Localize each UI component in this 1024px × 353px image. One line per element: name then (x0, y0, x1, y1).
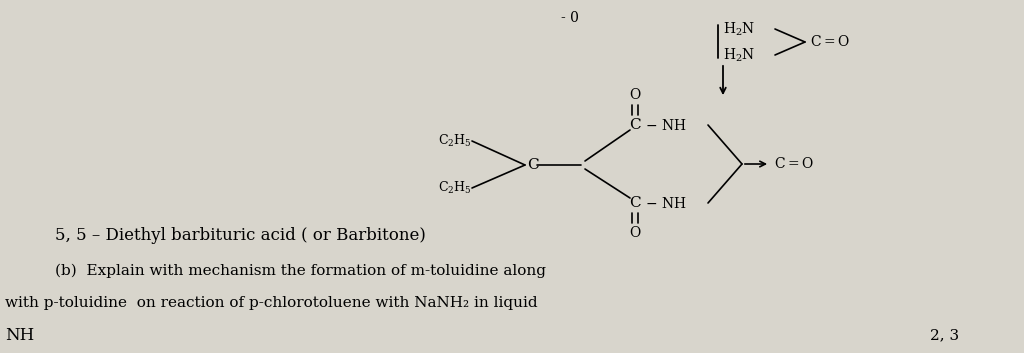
Text: - 0: - 0 (561, 11, 579, 25)
Text: $\mathregular{H_2N}$: $\mathregular{H_2N}$ (723, 20, 756, 38)
Text: O: O (630, 88, 641, 102)
Text: with p-toluidine  on reaction of p-chlorotoluene with NaNH₂ in liquid: with p-toluidine on reaction of p-chloro… (5, 296, 538, 310)
Text: $-$ NH: $-$ NH (645, 196, 686, 210)
Text: C: C (527, 158, 539, 172)
Text: $\mathregular{C{=}O}$: $\mathregular{C{=}O}$ (810, 35, 850, 49)
Text: $\mathregular{C_2H_5}$: $\mathregular{C_2H_5}$ (438, 180, 472, 196)
Text: C: C (629, 196, 641, 210)
Text: $\mathregular{C_2H_5}$: $\mathregular{C_2H_5}$ (438, 133, 472, 149)
Text: O: O (630, 226, 641, 240)
Text: $-$ NH: $-$ NH (645, 118, 686, 132)
Text: $\mathregular{H_2N}$: $\mathregular{H_2N}$ (723, 46, 756, 64)
Text: C: C (629, 118, 641, 132)
Text: $\mathregular{C = O}$: $\mathregular{C = O}$ (774, 156, 814, 172)
Text: (b)  Explain with mechanism the formation of m-toluidine along: (b) Explain with mechanism the formation… (55, 264, 546, 278)
Text: NH: NH (5, 327, 34, 343)
Text: 5, 5 – Diethyl barbituric acid ( or Barbitone): 5, 5 – Diethyl barbituric acid ( or Barb… (55, 227, 426, 244)
Text: 2, 3: 2, 3 (930, 328, 959, 342)
